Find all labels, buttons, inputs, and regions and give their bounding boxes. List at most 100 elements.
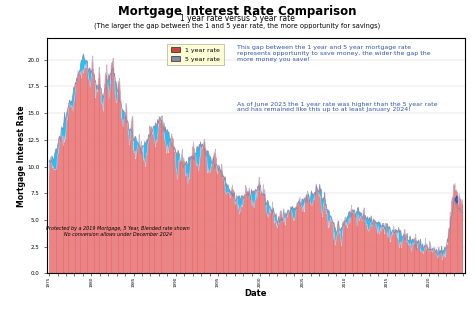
Bar	[445, 257, 446, 273]
Bar	[251, 199, 252, 273]
Bar	[148, 143, 149, 273]
Bar	[264, 190, 265, 273]
Bar	[61, 128, 62, 273]
Bar	[174, 152, 175, 273]
Bar	[89, 80, 90, 273]
Bar	[161, 116, 162, 273]
Bar	[183, 158, 184, 273]
Bar	[249, 188, 250, 273]
Bar	[401, 248, 402, 273]
Bar	[350, 212, 351, 273]
Bar	[63, 146, 64, 273]
Bar	[440, 253, 441, 273]
Bar	[252, 201, 253, 273]
Bar	[391, 238, 392, 273]
Bar	[113, 58, 114, 273]
Bar	[333, 239, 334, 273]
Bar	[107, 81, 108, 273]
Bar	[342, 236, 343, 273]
Bar	[157, 136, 158, 273]
Bar	[194, 149, 195, 273]
Bar	[72, 108, 73, 273]
Bar	[223, 177, 224, 273]
Bar	[392, 235, 393, 273]
Bar	[205, 148, 206, 273]
Bar	[224, 184, 225, 273]
Bar	[241, 205, 242, 273]
Bar	[336, 241, 337, 273]
Bar	[155, 147, 156, 273]
Bar	[377, 233, 378, 273]
Bar	[250, 195, 251, 273]
Bar	[181, 155, 182, 273]
Bar	[151, 127, 152, 273]
Bar	[204, 141, 205, 273]
Bar	[193, 142, 194, 273]
Y-axis label: Mortgage Interest Rate: Mortgage Interest Rate	[17, 105, 26, 207]
Bar	[108, 89, 109, 273]
Bar	[356, 216, 357, 273]
Bar	[444, 256, 445, 273]
Bar	[78, 72, 79, 273]
Bar	[207, 173, 208, 273]
Bar	[272, 202, 273, 273]
Bar	[351, 205, 352, 273]
Bar	[414, 244, 415, 273]
Bar	[275, 221, 276, 273]
Bar	[454, 185, 455, 273]
Bar	[278, 224, 279, 273]
Bar	[92, 56, 93, 273]
Bar	[448, 229, 449, 273]
Bar	[412, 243, 413, 273]
Bar	[235, 204, 236, 273]
Bar	[138, 143, 139, 273]
Bar	[96, 91, 97, 273]
Bar	[200, 157, 201, 273]
Bar	[339, 233, 340, 273]
Bar	[175, 149, 176, 273]
Bar	[88, 79, 89, 273]
Bar	[400, 243, 401, 273]
Bar	[307, 196, 308, 273]
Bar	[126, 103, 127, 273]
Bar	[68, 114, 69, 273]
Bar	[179, 162, 180, 273]
Bar	[358, 214, 359, 273]
Bar	[393, 226, 394, 273]
Bar	[330, 217, 331, 273]
Bar	[139, 135, 140, 273]
Bar	[145, 162, 146, 273]
Bar	[248, 192, 249, 273]
Bar	[344, 219, 345, 273]
Bar	[311, 206, 312, 273]
Bar	[417, 241, 418, 273]
Bar	[376, 228, 377, 273]
Bar	[325, 200, 326, 273]
Bar	[410, 243, 411, 273]
Bar	[261, 192, 262, 273]
Bar	[255, 200, 256, 273]
Bar	[425, 238, 426, 273]
Bar	[285, 216, 286, 273]
Bar	[147, 145, 148, 273]
Bar	[362, 221, 363, 273]
Bar	[156, 142, 157, 273]
Bar	[191, 157, 192, 273]
Bar	[103, 111, 104, 273]
Legend: 1 year rate, 5 year rate: 1 year rate, 5 year rate	[167, 44, 224, 66]
Bar	[453, 185, 454, 273]
Bar	[354, 213, 355, 273]
Bar	[123, 127, 124, 273]
Bar	[314, 195, 315, 273]
Bar	[215, 149, 216, 273]
Bar	[373, 224, 374, 273]
Bar	[95, 98, 96, 273]
Bar	[395, 230, 396, 273]
Bar	[396, 233, 397, 273]
Bar	[433, 250, 434, 273]
Bar	[328, 221, 329, 273]
Bar	[167, 145, 168, 273]
Bar	[254, 208, 255, 273]
Bar	[277, 228, 278, 273]
Bar	[120, 91, 121, 273]
